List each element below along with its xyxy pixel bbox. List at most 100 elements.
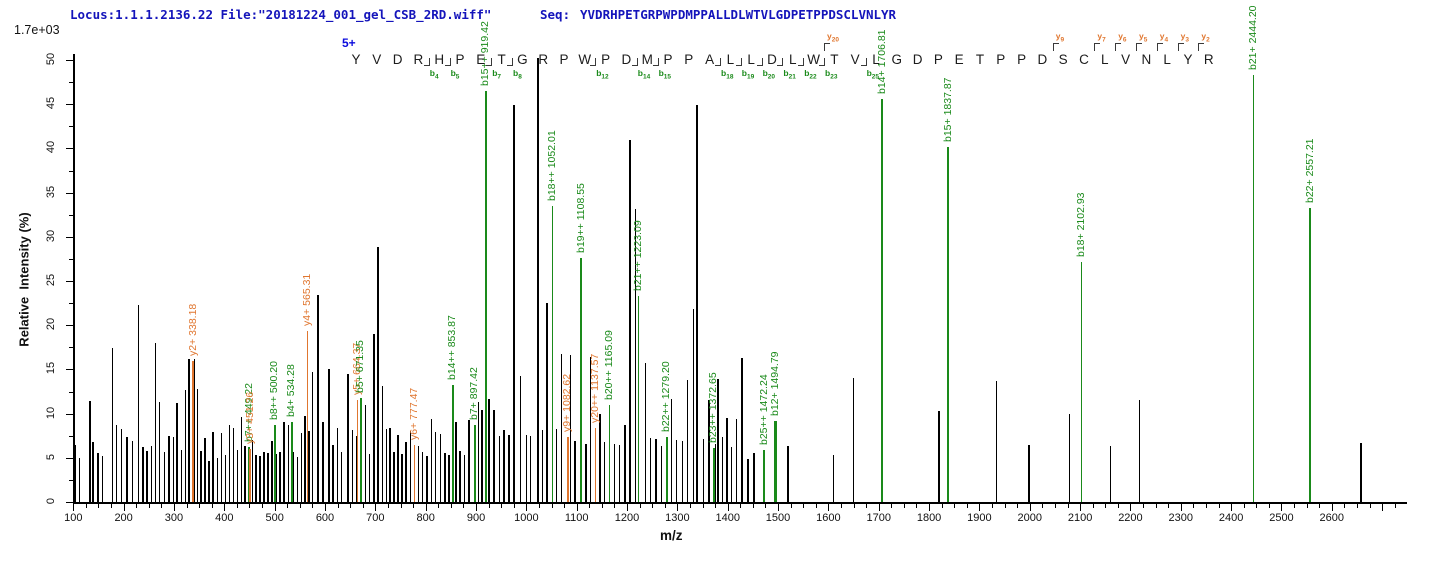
peak <box>468 419 470 502</box>
peak-label: b14++ 853.87 <box>446 315 459 381</box>
sequence-residue: D <box>1037 52 1048 67</box>
x-axis-tick <box>878 503 880 511</box>
peak <box>721 437 724 502</box>
x-axis-tick-label: 1200 <box>614 512 640 524</box>
b-fragment-divider <box>756 58 763 66</box>
y-axis-tick <box>69 214 74 216</box>
y-axis-tick <box>66 60 74 61</box>
peak <box>232 427 235 502</box>
x-axis-tick-label: 200 <box>114 512 133 524</box>
peak <box>741 357 743 502</box>
peak <box>529 435 532 502</box>
x-axis-tick <box>689 503 691 508</box>
peak <box>188 358 190 502</box>
x-axis-tick <box>828 503 830 511</box>
b-fragment-divider <box>590 58 597 66</box>
sequence-residue: W <box>807 52 820 67</box>
x-axis-tick-label: 1500 <box>765 512 791 524</box>
x-axis-tick <box>1256 503 1258 508</box>
peak <box>655 439 657 502</box>
peak <box>172 436 175 502</box>
peak-label: y4+ 565.31 <box>301 273 314 326</box>
x-axis-tick <box>148 503 150 508</box>
b-ion-peak <box>551 205 554 502</box>
peak <box>574 441 576 502</box>
b-ion-peak <box>291 422 293 502</box>
peak-label: b21++ 1223.09 <box>632 220 645 292</box>
peak <box>618 444 621 502</box>
x-axis-tick <box>513 503 515 508</box>
peak <box>726 418 728 502</box>
peak <box>146 450 148 502</box>
x-axis-tick <box>262 503 264 508</box>
y-axis-tick <box>69 258 74 260</box>
x-axis-tick <box>1193 503 1195 508</box>
sequence-residue: T <box>975 52 985 67</box>
y-ion-peak <box>567 436 569 502</box>
x-axis-tick <box>501 503 503 508</box>
peak-label: b22+ 2557.21 <box>1303 138 1316 203</box>
peak <box>675 440 678 502</box>
sequence-residue: D <box>392 52 403 67</box>
x-axis-line <box>73 502 1408 504</box>
x-axis-tick <box>1155 503 1157 508</box>
x-axis-tick <box>413 503 415 508</box>
b-fragment-divider <box>819 58 825 66</box>
peak <box>696 105 698 502</box>
peak <box>938 410 940 502</box>
y-axis-tick-label: 5 <box>45 453 58 460</box>
peak <box>377 247 379 502</box>
x-axis-tick <box>186 503 188 508</box>
peak-label: b18+ 2102.93 <box>1075 192 1088 257</box>
peak <box>150 446 153 502</box>
sequence-residue: P <box>684 52 694 67</box>
b-fragment-label: b21 <box>783 68 796 81</box>
peak <box>216 457 219 502</box>
x-axis-tick <box>1268 503 1270 508</box>
y-axis-tick <box>69 391 74 393</box>
peak <box>393 451 395 502</box>
x-axis-tick <box>903 503 905 508</box>
peak <box>1028 445 1030 502</box>
x-axis-tick <box>853 503 855 508</box>
sequence-residue: L <box>789 52 797 67</box>
x-axis-tick <box>866 503 868 508</box>
peak <box>1138 400 1141 502</box>
peak <box>308 431 310 502</box>
b-fragment-label: b18 <box>721 68 734 81</box>
sequence-residue: L <box>1101 52 1109 67</box>
x-axis-tick <box>1319 503 1321 508</box>
y-fragment-divider <box>1136 43 1142 51</box>
y-ion-peak <box>356 400 359 502</box>
b-fragment-label: b19 <box>741 68 755 81</box>
peak <box>196 388 199 502</box>
x-axis-tick <box>840 503 842 508</box>
x-axis-tick <box>325 503 326 511</box>
peak <box>296 456 299 502</box>
y-axis-tick <box>69 435 74 437</box>
sequence-residue: R <box>1203 52 1214 67</box>
y-axis-tick-label: 0 <box>45 497 58 505</box>
peak <box>328 368 330 502</box>
peak <box>513 105 515 502</box>
b-fragment-label: b15 <box>658 68 672 81</box>
b-ion-peak <box>273 425 276 502</box>
peak <box>220 433 223 502</box>
sequence-residue: D <box>912 52 923 67</box>
sequence-residue: G <box>517 52 528 67</box>
y-fragment-divider <box>1156 43 1163 51</box>
y-axis-tick <box>66 325 74 327</box>
peak <box>240 417 243 502</box>
x-axis-tick <box>299 503 301 508</box>
peak <box>439 433 442 502</box>
y-axis-tick <box>69 479 74 481</box>
peak <box>263 451 265 502</box>
x-axis-tick <box>249 503 251 508</box>
peak <box>89 401 91 502</box>
b-fragment-divider <box>715 58 721 66</box>
peak <box>708 400 710 502</box>
peak-label: b12+ 1494.79 <box>768 351 781 416</box>
peak-label: b23++ 1372.65 <box>707 372 720 444</box>
x-axis-tick <box>740 503 742 508</box>
x-axis-tick <box>1130 503 1132 511</box>
